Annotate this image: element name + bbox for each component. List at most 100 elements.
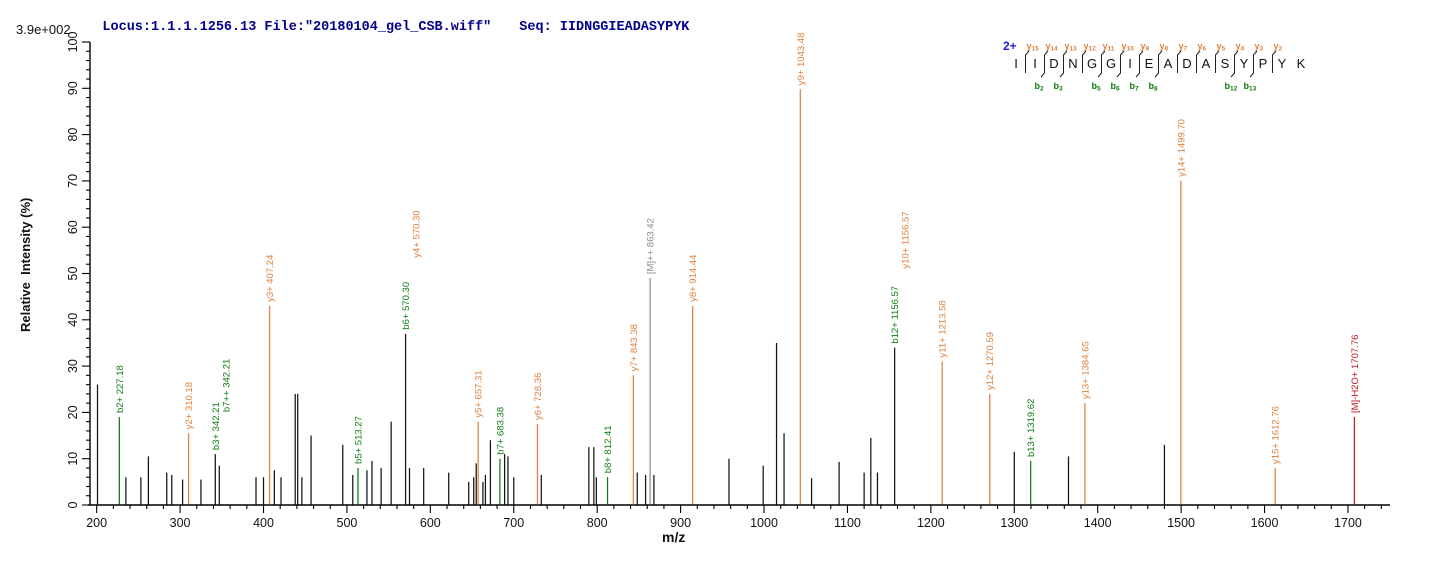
peak-label: y3+ 407.24 xyxy=(265,255,276,302)
y-ion-label: y2 xyxy=(1274,41,1283,53)
residue: Y xyxy=(1277,56,1287,71)
y-ion-label: y4 xyxy=(1236,41,1245,53)
x-tick-label: 1400 xyxy=(1084,516,1112,530)
x-tick-label: 1300 xyxy=(1000,516,1028,530)
y-ion-label: y11 xyxy=(1103,41,1115,53)
peak-label: y13+ 1384.65 xyxy=(1080,341,1091,399)
y-tick-label: 70 xyxy=(66,174,80,188)
locus-file-label: Locus:1.1.1.1256.13 File:"20180104_gel_C… xyxy=(102,20,492,35)
residue: D xyxy=(1182,56,1192,71)
x-tick-label: 1100 xyxy=(834,516,861,530)
cleavage-mark xyxy=(1059,50,1068,78)
peak-label: b2+ 227.18 xyxy=(115,365,126,413)
cleavage-mark xyxy=(1230,50,1239,78)
cleavage-mark xyxy=(1272,50,1277,73)
y-tick-label: 10 xyxy=(66,452,80,466)
residue: P xyxy=(1258,56,1268,71)
cleavage-mark xyxy=(1082,50,1087,73)
residue: G xyxy=(1086,56,1098,71)
cleavage-mark xyxy=(1040,50,1049,78)
y-ion-label: y3 xyxy=(1255,41,1264,53)
residue: A xyxy=(1163,56,1173,71)
fragment-map-marks: y15 y14 b2 y13 b3 y12 y11 b5 y10 b6 y9 b7 y8 b8 y7 y6 y5… xyxy=(1025,41,1283,93)
y-ion-label: y7 xyxy=(1179,41,1188,53)
residue: E xyxy=(1144,56,1154,71)
peak-label: y2+ 310.18 xyxy=(184,382,195,429)
cleavage-mark xyxy=(1177,50,1182,73)
peak-label: b7++ 342.21 xyxy=(221,359,232,412)
x-tick-label: 300 xyxy=(170,516,191,530)
b-ion-label: b6 xyxy=(1111,81,1121,93)
residue: N xyxy=(1068,56,1078,71)
y-ion-label: y13 xyxy=(1065,41,1078,53)
x-tick-label: 1500 xyxy=(1167,516,1195,530)
peaks xyxy=(96,89,1356,505)
peak-label: y14+ 1499.70 xyxy=(1176,119,1187,177)
y-tick-label: 0 xyxy=(66,501,80,508)
peak-label: b8+ 812.41 xyxy=(603,425,614,473)
cleavage-mark xyxy=(1025,50,1030,73)
cleavage-mark xyxy=(1116,50,1125,78)
y-tick-label: 80 xyxy=(66,128,80,142)
x-tick-label: 700 xyxy=(503,516,524,530)
residue: K xyxy=(1296,56,1306,71)
peak-label: y10+ 1156.57 xyxy=(901,211,912,268)
y-ion-label: y5 xyxy=(1217,41,1226,53)
y-ion-label: y6 xyxy=(1198,41,1207,53)
y-ion-label: y9 xyxy=(1141,41,1150,53)
x-tick-label: 600 xyxy=(420,516,441,530)
y-tick-label: 20 xyxy=(66,405,80,419)
x-tick-label: 1200 xyxy=(917,516,945,530)
x-tick-label: 200 xyxy=(86,516,107,530)
cleavage-mark xyxy=(1097,50,1106,78)
x-tick-label: 400 xyxy=(253,516,274,530)
peak-label: b3+ 342.21 xyxy=(211,402,222,450)
peak-label: y5+ 657.31 xyxy=(474,370,485,417)
header-line: Locus:1.1.1.1256.13 File:"20180104_gel_C… xyxy=(70,5,689,50)
peak-label: b13+ 1319.62 xyxy=(1026,399,1037,457)
cleavage-mark xyxy=(1249,50,1258,78)
residue: S xyxy=(1220,56,1230,71)
peak-label: y11+ 1213.58 xyxy=(938,300,949,357)
y-ion-label: y10 xyxy=(1122,41,1135,53)
residue: I xyxy=(1128,56,1132,71)
residue: D xyxy=(1049,56,1059,71)
residue: Y xyxy=(1239,56,1249,71)
residue: G xyxy=(1105,56,1117,71)
y-ion-label: y8 xyxy=(1160,41,1169,53)
cleavage-mark xyxy=(1215,50,1220,73)
peak-label: [M]-H2O+ 1707.76 xyxy=(1350,335,1361,413)
peak-label: y9+ 1043.48 xyxy=(796,33,807,86)
cleavage-mark xyxy=(1196,50,1201,73)
x-tick-label: 1700 xyxy=(1334,516,1362,530)
y-tick-label: 60 xyxy=(66,220,80,234)
residue: I xyxy=(1014,56,1018,71)
cleavage-mark xyxy=(1154,50,1163,78)
y-tick-label: 50 xyxy=(66,267,80,281)
x-tick-label: 900 xyxy=(670,516,691,530)
residue: A xyxy=(1201,56,1211,71)
peak-label: y4+ 570.30 xyxy=(412,210,423,257)
x-tick-label: 1000 xyxy=(750,516,778,530)
peak-label: b5+ 513.27 xyxy=(354,416,365,464)
x-axis-title: m/z xyxy=(662,529,686,545)
peak-label: y8+ 914.44 xyxy=(688,255,699,302)
b-ion-label: b12 xyxy=(1225,81,1238,93)
fragment-map: y15 y14 b2 y13 b3 y12 y11 b5 y10 b6 y9 b7 y8 b8 y7 y6 y5… xyxy=(995,38,1340,100)
y-tick-label: 40 xyxy=(66,313,80,327)
x-tick-label: 500 xyxy=(337,516,358,530)
b-ion-label: b5 xyxy=(1092,81,1102,93)
sequence-label: Seq: IIDNGGIEADASYPYK xyxy=(519,20,690,35)
cleavage-mark xyxy=(1135,50,1144,78)
y-tick-label: 100 xyxy=(66,32,80,53)
y-ion-label: y12 xyxy=(1084,41,1097,53)
residue: I xyxy=(1033,56,1037,71)
peak-label: b12+ 1156.57 xyxy=(890,286,901,344)
y-ion-label: y15 xyxy=(1027,41,1040,53)
peak-label: y15+ 1612.76 xyxy=(1271,406,1282,464)
x-tick-label: 1600 xyxy=(1251,516,1279,530)
y-tick-label: 30 xyxy=(66,359,80,373)
